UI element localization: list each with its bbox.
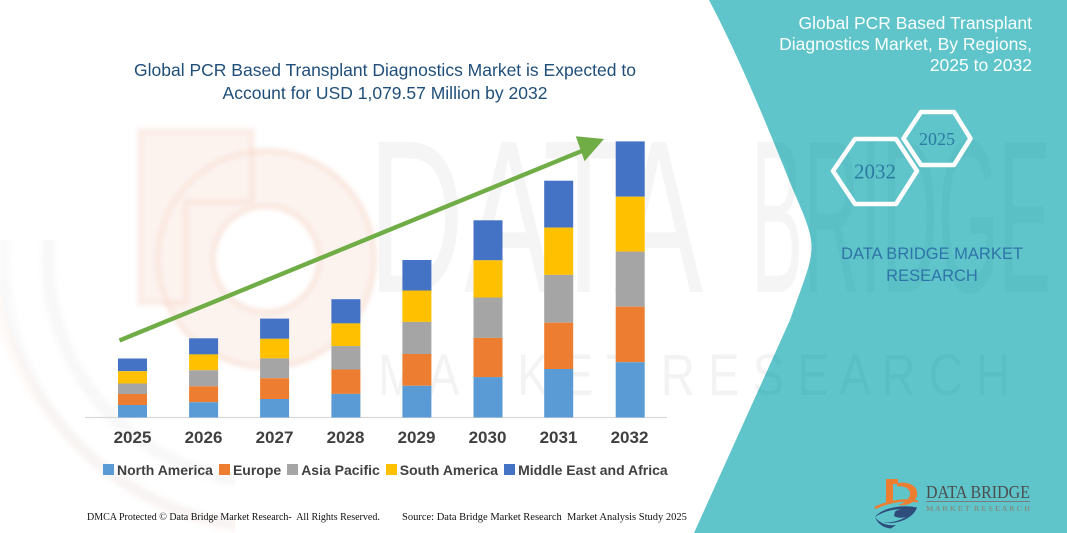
svg-text:DATA BRIDGE: DATA BRIDGE xyxy=(926,482,1030,502)
svg-text:M A R K E T R E S E A R C H: M A R K E T R E S E A R C H xyxy=(926,505,1030,513)
svg-text:2025: 2025 xyxy=(919,129,955,149)
svg-text:2032: 2032 xyxy=(854,160,896,184)
